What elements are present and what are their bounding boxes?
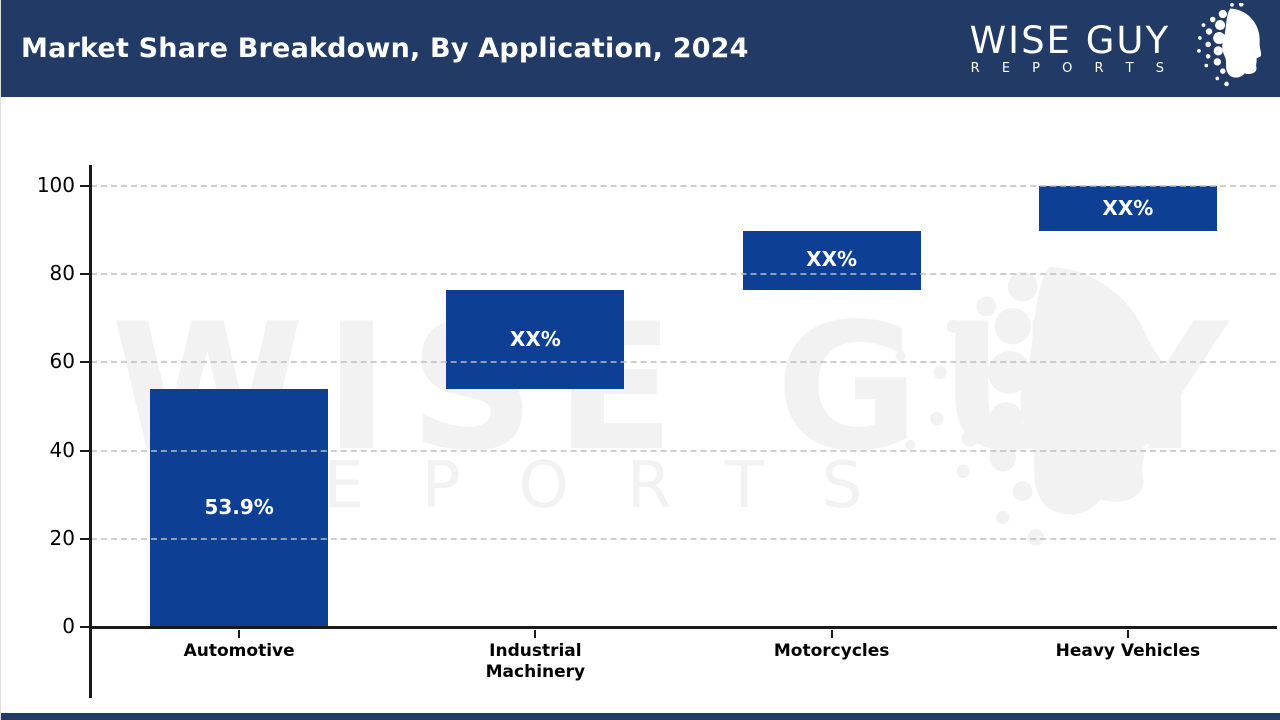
x-category-label-motorcycles: Motorcycles bbox=[773, 641, 890, 661]
gridline-100 bbox=[91, 185, 1276, 187]
bar-value-label: XX% bbox=[1102, 195, 1154, 220]
bar-value-label: XX% bbox=[806, 247, 858, 272]
y-axis-line bbox=[89, 165, 92, 698]
x-tick-mark bbox=[1126, 630, 1129, 638]
plot-region: 53.9% XX% XX% XX% bbox=[91, 185, 1276, 627]
x-category-label-industrial-machinery: Industrial Machinery bbox=[485, 641, 586, 683]
bar-industrial-machinery: XX% bbox=[446, 290, 625, 390]
wiseguy-logo-head-icon bbox=[1175, 2, 1267, 95]
y-tick-mark-100 bbox=[80, 185, 89, 187]
chart-title: Market Share Breakdown, By Application, … bbox=[21, 33, 749, 64]
bar-value-label: 53.9% bbox=[204, 495, 274, 520]
header-band: Market Share Breakdown, By Application, … bbox=[1, 0, 1280, 97]
y-tick-label-80: 80 bbox=[49, 261, 75, 286]
x-category-label-automotive: Automotive bbox=[183, 641, 295, 661]
bar-motorcycles: XX% bbox=[742, 230, 921, 291]
gridline-60 bbox=[91, 361, 1276, 364]
y-tick-mark-20 bbox=[80, 537, 89, 540]
x-axis-line bbox=[89, 626, 1277, 629]
y-tick-mark-60 bbox=[80, 361, 89, 364]
footer-band bbox=[1, 713, 1280, 720]
gridline-20 bbox=[91, 537, 1276, 540]
chart-area: WISE GUY REPORTS 5 bbox=[1, 97, 1280, 713]
gridline-80 bbox=[91, 273, 1276, 276]
y-tick-label-0: 0 bbox=[62, 614, 75, 638]
bar-automotive: 53.9% bbox=[150, 389, 329, 627]
x-tick-mark bbox=[238, 630, 241, 638]
wiseguy-logo-line1: WISE GUY bbox=[969, 18, 1171, 62]
y-tick-mark-0 bbox=[80, 626, 89, 628]
x-tick-mark bbox=[830, 630, 833, 638]
watermark-head-icon bbox=[851, 212, 1181, 616]
y-tick-label-40: 40 bbox=[49, 437, 75, 462]
bar-value-label: XX% bbox=[509, 326, 561, 351]
wiseguy-logo: WISE GUY R E P O R T S bbox=[967, 2, 1267, 95]
y-tick-label-60: 60 bbox=[49, 349, 75, 374]
y-tick-label-100: 100 bbox=[36, 173, 75, 197]
y-tick-mark-80 bbox=[80, 273, 89, 276]
y-tick-label-20: 20 bbox=[49, 525, 75, 550]
wiseguy-logo-text: WISE GUY R E P O R T S bbox=[967, 22, 1173, 76]
gridline-40 bbox=[91, 449, 1276, 452]
y-tick-mark-40 bbox=[80, 449, 89, 452]
bar-heavy-vehicles: XX% bbox=[1038, 186, 1217, 231]
x-category-label-heavy-vehicles: Heavy Vehicles bbox=[1055, 641, 1201, 661]
x-tick-mark bbox=[534, 630, 537, 638]
wiseguy-logo-line2: R E P O R T S bbox=[970, 60, 1173, 76]
